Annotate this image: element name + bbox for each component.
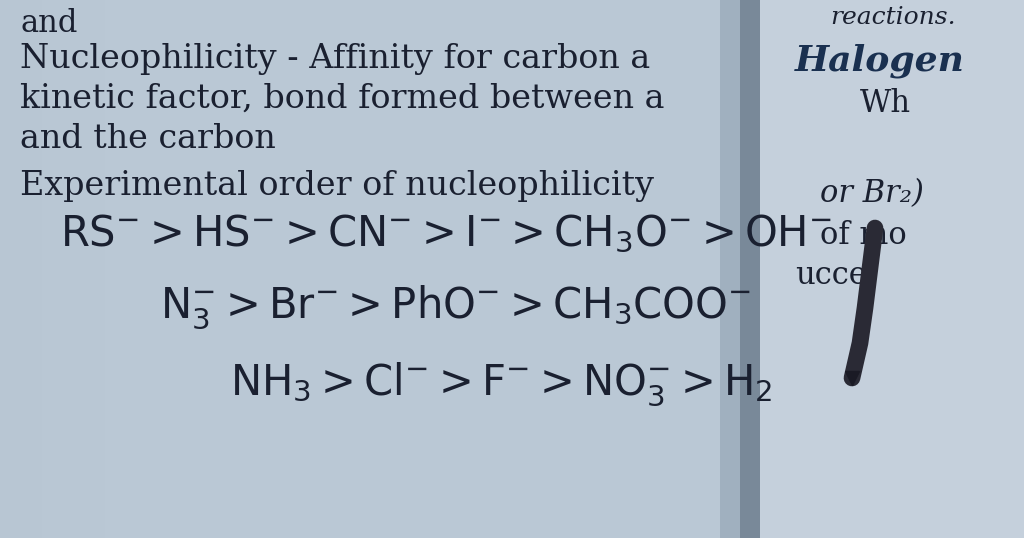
Bar — [760, 0, 1024, 538]
Bar — [830, 0, 835, 538]
Bar — [87, 0, 90, 538]
Bar — [102, 0, 105, 538]
Bar — [96, 0, 99, 538]
Bar — [850, 0, 855, 538]
Bar — [78, 0, 81, 538]
Bar — [24, 0, 27, 538]
Bar — [66, 0, 69, 538]
Bar — [905, 0, 910, 538]
Bar — [30, 0, 33, 538]
Text: Halogen: Halogen — [795, 43, 965, 77]
Bar — [874, 0, 880, 538]
Bar — [845, 0, 850, 538]
Bar — [0, 0, 780, 538]
Bar — [720, 0, 780, 538]
Bar — [3, 0, 6, 538]
Text: and the carbon: and the carbon — [20, 123, 275, 155]
Bar — [770, 0, 775, 538]
Bar — [820, 0, 825, 538]
Bar — [865, 0, 870, 538]
Bar — [825, 0, 830, 538]
Bar — [84, 0, 87, 538]
Bar — [60, 0, 63, 538]
Bar — [890, 0, 895, 538]
Bar — [69, 0, 72, 538]
Bar — [42, 0, 45, 538]
Bar — [90, 0, 93, 538]
Text: of mo: of mo — [820, 220, 906, 251]
Bar — [39, 0, 42, 538]
Bar — [790, 0, 795, 538]
Bar — [810, 0, 815, 538]
Bar — [795, 0, 800, 538]
Text: $\mathregular{N_3^{-}{>}Br^{-}{>}PhO^{-}{>}CH_3COO^{-}}$: $\mathregular{N_3^{-}{>}Br^{-}{>}PhO^{-}… — [160, 283, 751, 331]
Bar — [111, 0, 114, 538]
Bar — [75, 0, 78, 538]
Bar — [72, 0, 75, 538]
Bar — [780, 0, 785, 538]
Text: or Br₂): or Br₂) — [820, 178, 924, 209]
Bar — [0, 0, 3, 538]
Bar — [93, 0, 96, 538]
Bar — [860, 0, 865, 538]
Bar — [114, 0, 117, 538]
Bar — [9, 0, 12, 538]
Bar — [900, 0, 905, 538]
Bar — [108, 0, 111, 538]
Bar — [800, 0, 805, 538]
Bar — [815, 0, 820, 538]
Bar — [855, 0, 860, 538]
Bar — [895, 0, 900, 538]
Bar — [805, 0, 810, 538]
Bar — [51, 0, 54, 538]
Bar — [880, 0, 885, 538]
Text: $\mathregular{RS^{-}{>}HS^{-}{>}CN^{-}{>}I^{-}{>}CH_3O^{-}{>}OH^{-}}$: $\mathregular{RS^{-}{>}HS^{-}{>}CN^{-}{>… — [60, 213, 831, 255]
Bar — [775, 0, 780, 538]
Bar — [12, 0, 15, 538]
Bar — [740, 0, 760, 538]
Bar — [22, 0, 24, 538]
Bar — [760, 0, 765, 538]
Bar — [99, 0, 102, 538]
Bar — [33, 0, 36, 538]
Text: reactions.: reactions. — [830, 6, 955, 29]
Bar — [15, 0, 18, 538]
Bar — [54, 0, 57, 538]
Bar — [45, 0, 48, 538]
Bar — [765, 0, 770, 538]
Bar — [885, 0, 890, 538]
Bar — [840, 0, 845, 538]
Bar — [36, 0, 39, 538]
Bar — [63, 0, 66, 538]
Bar — [57, 0, 60, 538]
Text: ucce: ucce — [795, 260, 866, 291]
Bar — [6, 0, 9, 538]
Bar — [785, 0, 790, 538]
Bar — [81, 0, 84, 538]
Text: $\mathregular{NH_3{>}Cl^{-}{>}F^{-}{>}NO_3^{-}{>}H_2}$: $\mathregular{NH_3{>}Cl^{-}{>}F^{-}{>}NO… — [230, 360, 773, 408]
Bar — [835, 0, 840, 538]
Text: and: and — [20, 8, 78, 39]
Bar — [27, 0, 30, 538]
Text: Nucleophilicity - Affinity for carbon a: Nucleophilicity - Affinity for carbon a — [20, 43, 650, 75]
Text: Experimental order of nucleophilicity: Experimental order of nucleophilicity — [20, 170, 654, 202]
Bar — [105, 0, 108, 538]
Text: Wh: Wh — [860, 88, 911, 119]
Text: kinetic factor, bond formed between a: kinetic factor, bond formed between a — [20, 83, 665, 115]
Bar — [870, 0, 874, 538]
Bar — [18, 0, 22, 538]
Bar — [117, 0, 120, 538]
Bar — [48, 0, 51, 538]
